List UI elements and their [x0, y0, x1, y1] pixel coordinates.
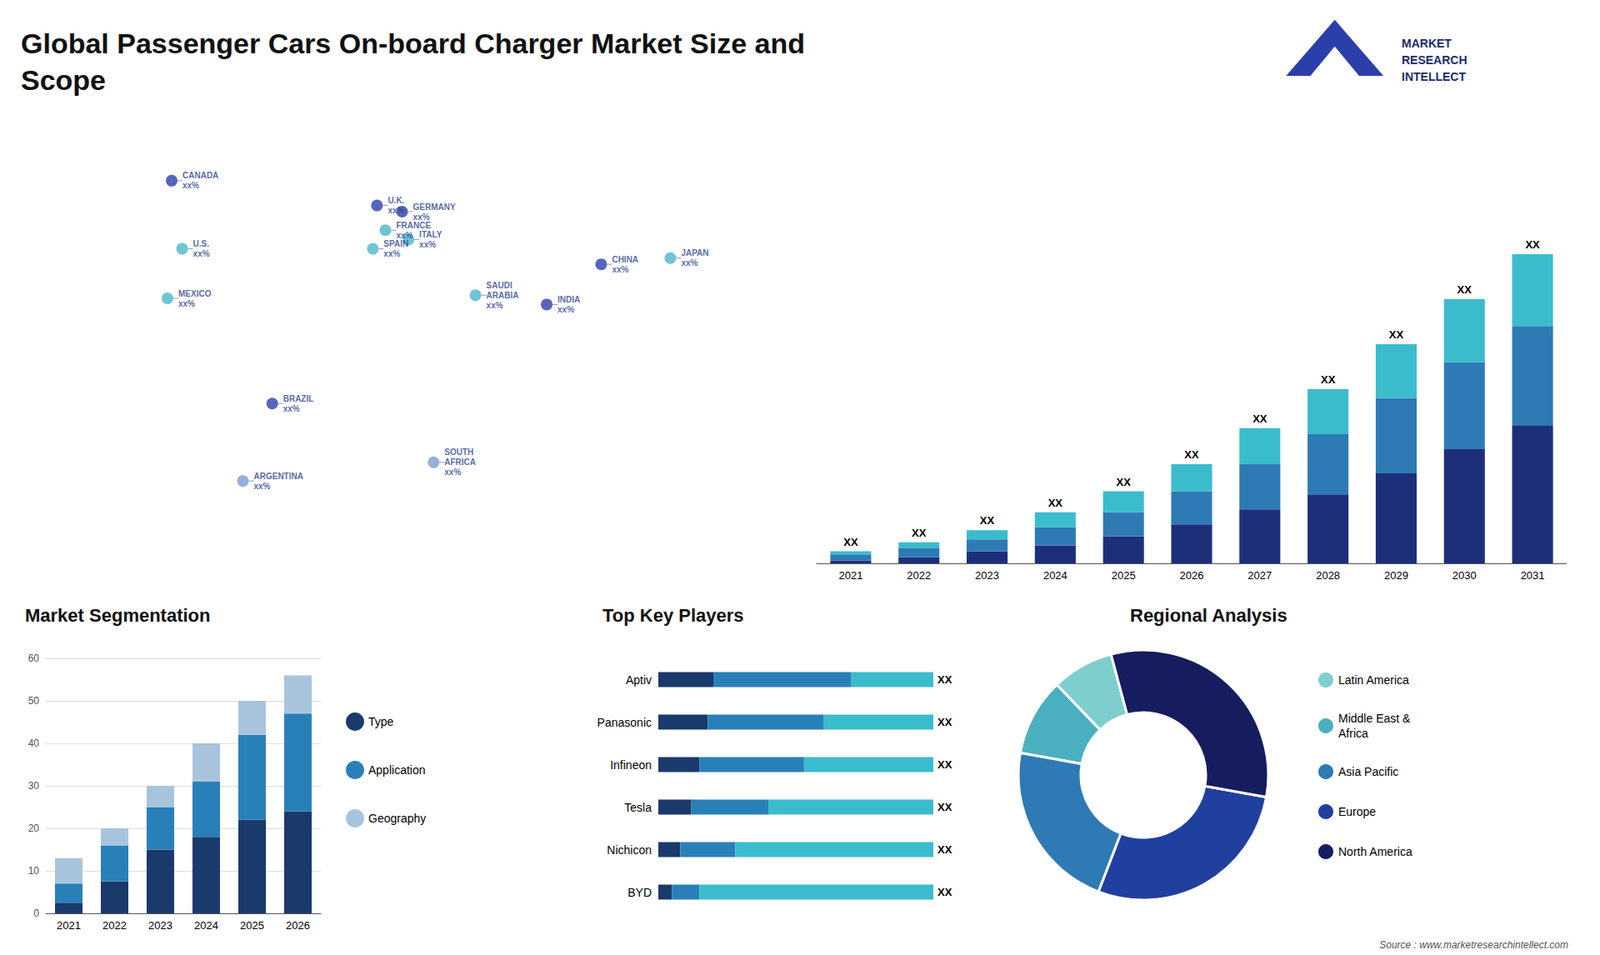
svg-text:Global Passenger Cars On-board: Global Passenger Cars On-board Charger M…	[20, 27, 805, 60]
svg-text:xx%: xx%	[611, 265, 629, 275]
svg-text:XX: XX	[980, 514, 995, 527]
svg-text:2029: 2029	[1384, 569, 1409, 582]
svg-text:U.S.: U.S.	[193, 239, 210, 249]
svg-text:XX: XX	[937, 843, 953, 856]
svg-text:2024: 2024	[1043, 569, 1068, 582]
svg-text:2022: 2022	[906, 569, 931, 582]
svg-text:BYD: BYD	[627, 885, 652, 900]
svg-text:XX: XX	[1389, 328, 1405, 341]
svg-text:Application: Application	[368, 763, 426, 777]
svg-text:FRANCE: FRANCE	[395, 220, 431, 230]
svg-text:North America: North America	[1338, 845, 1413, 859]
svg-text:XX: XX	[1184, 448, 1200, 461]
svg-text:2021: 2021	[56, 919, 81, 932]
svg-text:xx%: xx%	[193, 249, 210, 259]
svg-text:xx%: xx%	[419, 240, 436, 250]
svg-text:20: 20	[28, 822, 40, 835]
svg-text:60: 60	[28, 652, 40, 665]
svg-text:2025: 2025	[1111, 569, 1136, 582]
svg-text:SAUDI: SAUDI	[486, 280, 513, 290]
svg-text:xx%: xx%	[387, 205, 405, 215]
svg-text:CANADA: CANADA	[182, 170, 219, 180]
svg-text:ITALY: ITALY	[419, 230, 443, 240]
svg-text:INTELLECT: INTELLECT	[1401, 70, 1466, 84]
svg-text:2022: 2022	[102, 919, 127, 932]
svg-text:XX: XX	[1525, 238, 1540, 251]
svg-text:BRAZIL: BRAZIL	[283, 394, 315, 404]
svg-text:2026: 2026	[285, 919, 310, 932]
svg-text:2025: 2025	[240, 919, 265, 932]
svg-text:10: 10	[28, 865, 40, 877]
svg-text:0: 0	[33, 907, 40, 920]
svg-text:Middle East &: Middle East &	[1338, 711, 1411, 725]
svg-text:Type: Type	[368, 715, 395, 729]
svg-text:XX: XX	[1116, 475, 1132, 489]
svg-text:xx%: xx%	[444, 467, 461, 477]
svg-text:Infineon: Infineon	[610, 758, 652, 772]
svg-text:2024: 2024	[194, 919, 219, 932]
svg-text:xx%: xx%	[413, 212, 430, 222]
svg-text:Europe: Europe	[1338, 805, 1376, 819]
svg-text:2026: 2026	[1180, 569, 1205, 582]
svg-text:Nichicon: Nichicon	[606, 843, 652, 857]
svg-text:xx%: xx%	[680, 258, 698, 268]
svg-text:Regional Analysis: Regional Analysis	[1130, 605, 1288, 626]
svg-text:XX: XX	[937, 800, 953, 814]
svg-text:ARABIA: ARABIA	[486, 290, 520, 300]
svg-text:Africa: Africa	[1338, 726, 1369, 740]
svg-text:CHINA: CHINA	[611, 255, 639, 265]
svg-text:XX: XX	[937, 715, 953, 729]
svg-text:2023: 2023	[148, 919, 173, 932]
svg-text:SPAIN: SPAIN	[383, 239, 409, 249]
svg-text:Source : www.marketresearchint: Source : www.marketresearchintellect.com	[1379, 939, 1569, 951]
svg-text:ARGENTINA: ARGENTINA	[253, 471, 303, 481]
svg-text:GERMANY: GERMANY	[413, 202, 456, 212]
svg-text:30: 30	[28, 780, 40, 792]
svg-text:Top Key Players: Top Key Players	[602, 605, 745, 626]
svg-text:XX: XX	[937, 758, 953, 771]
svg-text:2028: 2028	[1315, 569, 1340, 582]
svg-text:RESEARCH: RESEARCH	[1401, 53, 1468, 67]
svg-text:XX: XX	[843, 535, 859, 549]
svg-text:xx%: xx%	[396, 230, 413, 240]
svg-text:Tesla: Tesla	[624, 800, 652, 815]
svg-text:SOUTH: SOUTH	[444, 447, 474, 457]
svg-text:JAPAN: JAPAN	[680, 248, 709, 258]
svg-text:xx%: xx%	[557, 305, 575, 315]
svg-text:2031: 2031	[1520, 569, 1545, 582]
svg-text:Latin America: Latin America	[1338, 673, 1410, 687]
svg-text:U.K.: U.K.	[387, 195, 405, 205]
svg-text:MEXICO: MEXICO	[178, 289, 212, 299]
svg-text:xx%: xx%	[283, 404, 300, 414]
svg-text:XX: XX	[1048, 496, 1064, 510]
svg-text:50: 50	[28, 695, 40, 707]
svg-text:2023: 2023	[975, 569, 1000, 582]
svg-text:Geography: Geography	[368, 811, 426, 825]
svg-text:xx%: xx%	[253, 481, 270, 491]
svg-text:Market Segmentation: Market Segmentation	[25, 605, 211, 626]
svg-text:XX: XX	[1457, 283, 1473, 296]
svg-text:2030: 2030	[1452, 569, 1477, 582]
svg-text:XX: XX	[911, 526, 927, 540]
svg-text:Scope: Scope	[20, 64, 106, 96]
svg-text:Panasonic: Panasonic	[597, 715, 652, 730]
svg-text:2027: 2027	[1247, 569, 1272, 582]
svg-text:xx%: xx%	[178, 299, 195, 309]
svg-text:MARKET: MARKET	[1401, 36, 1452, 50]
svg-text:40: 40	[28, 737, 40, 750]
svg-text:xx%: xx%	[383, 249, 400, 259]
svg-text:XX: XX	[1320, 373, 1336, 386]
svg-text:2021: 2021	[838, 569, 863, 582]
svg-text:xx%: xx%	[486, 300, 504, 310]
svg-text:XX: XX	[937, 673, 953, 686]
svg-text:XX: XX	[1252, 412, 1268, 425]
svg-text:INDIA: INDIA	[557, 295, 580, 305]
svg-text:XX: XX	[937, 885, 953, 899]
svg-text:Asia Pacific: Asia Pacific	[1338, 765, 1399, 779]
svg-text:Aptiv: Aptiv	[625, 673, 652, 687]
svg-text:xx%: xx%	[182, 180, 200, 190]
svg-text:AFRICA: AFRICA	[444, 457, 476, 467]
